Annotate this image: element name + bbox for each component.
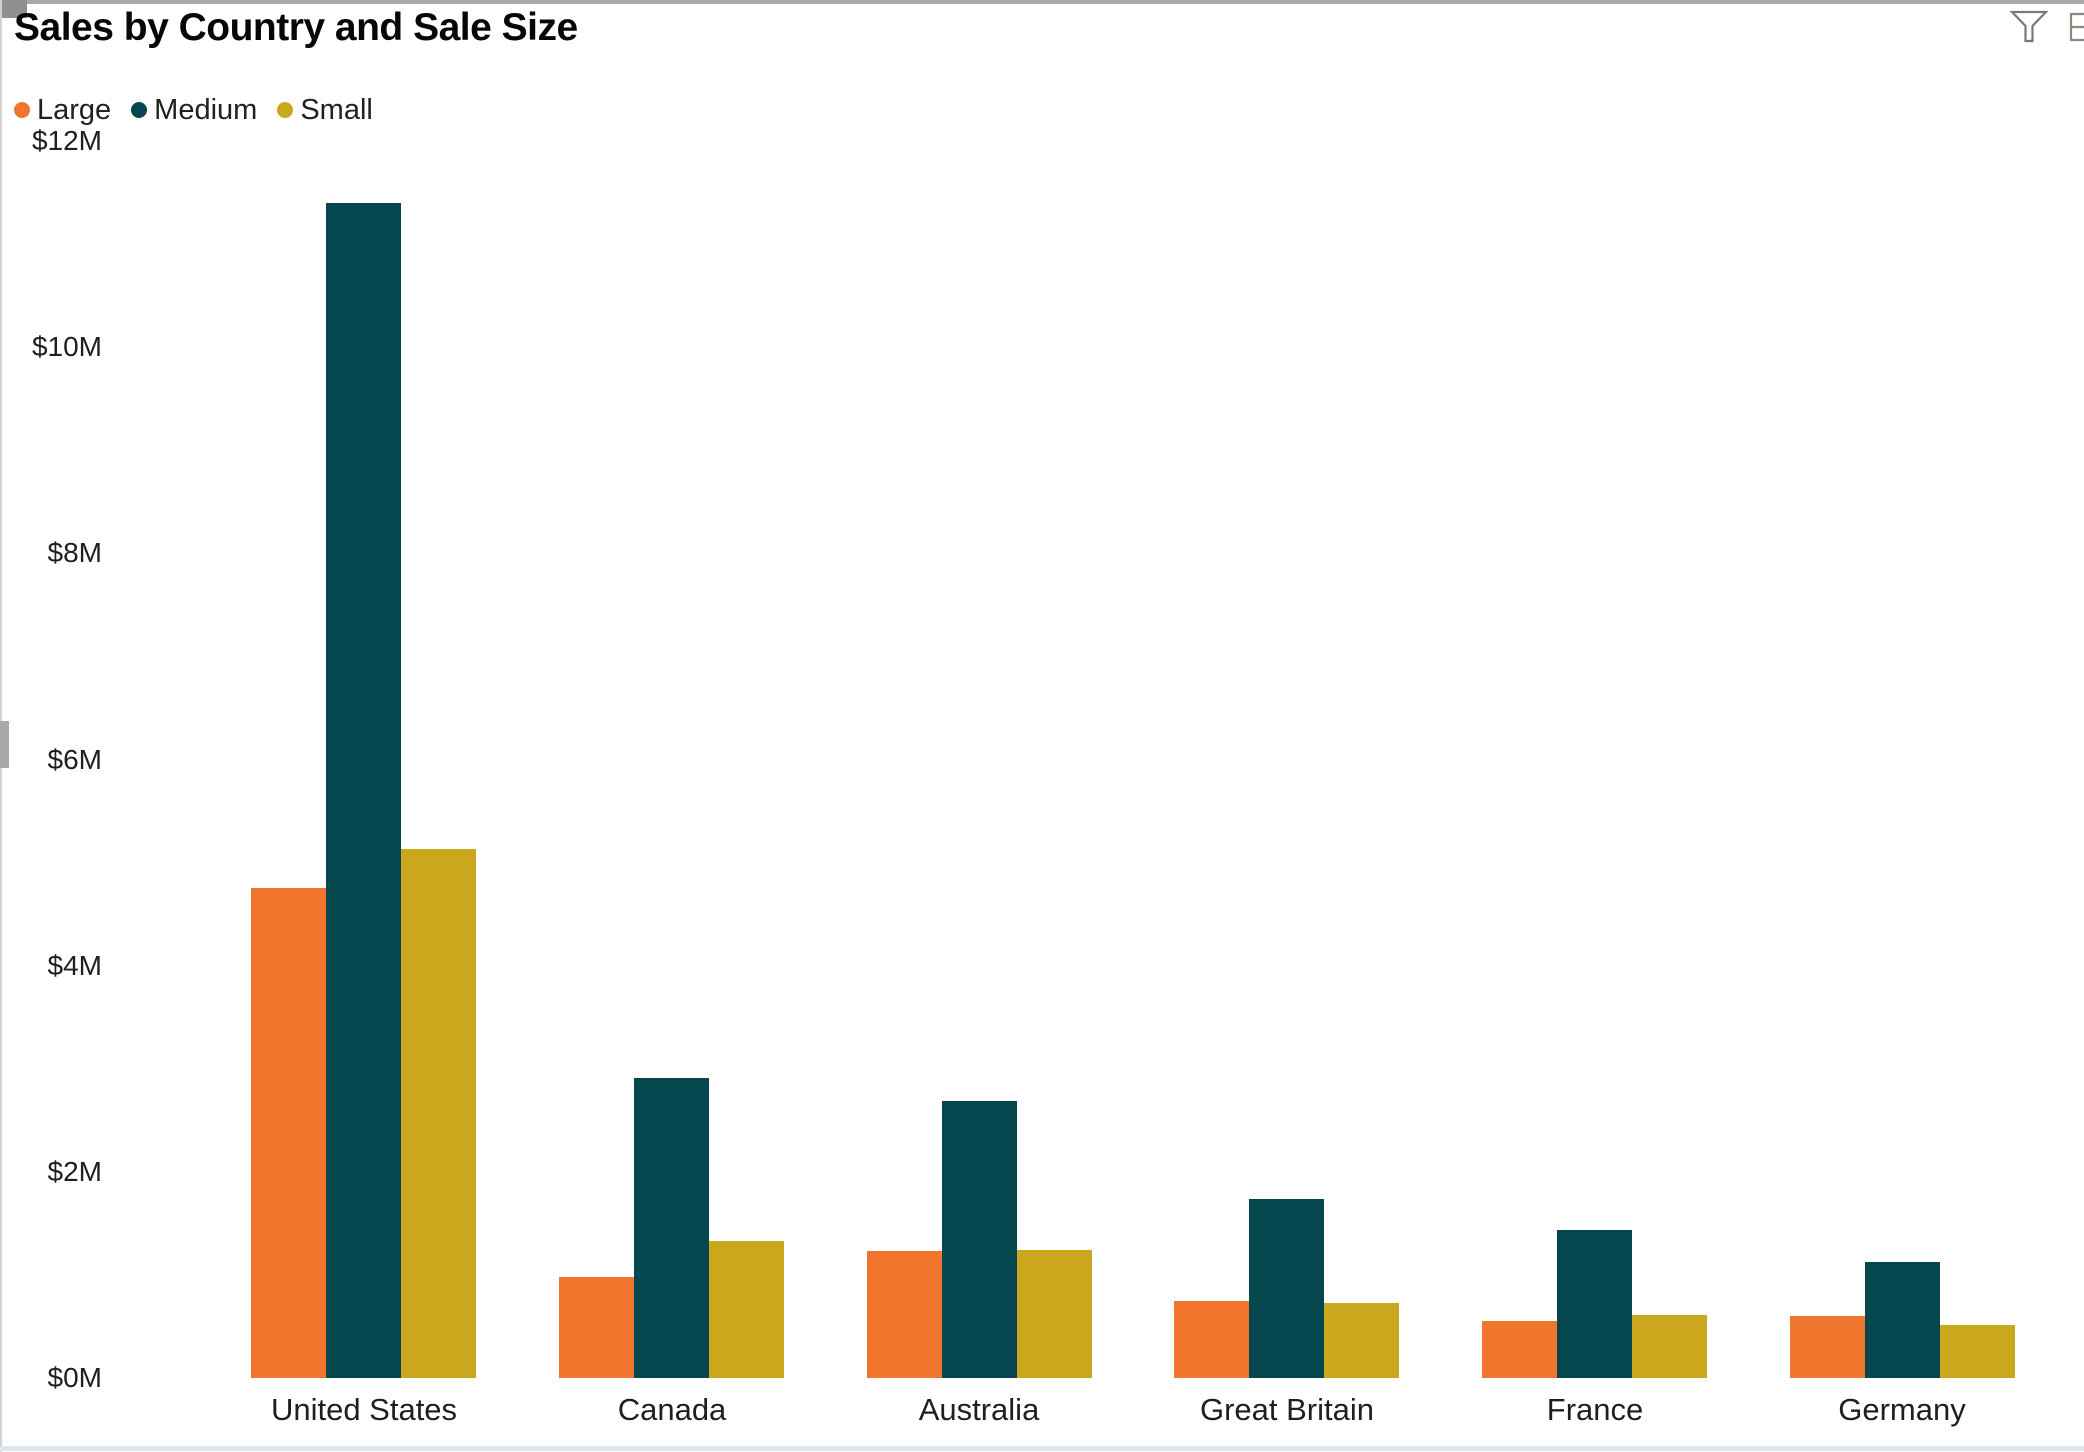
bar-great-britain-large[interactable]: [1174, 1301, 1249, 1378]
x-axis-category-label-great-britain: Great Britain: [1199, 1392, 1375, 1427]
filter-icon[interactable]: [2009, 10, 2049, 49]
legend-label: Large: [37, 93, 112, 126]
bar-france-small[interactable]: [1632, 1315, 1707, 1378]
bar-canada-large[interactable]: [559, 1277, 634, 1378]
vertical-scrollbar-thumb[interactable]: [0, 721, 9, 768]
bar-france-medium[interactable]: [1557, 1230, 1632, 1378]
legend-dot-large: [14, 102, 30, 118]
legend-dot-small: [277, 102, 294, 118]
legend-label: Small: [300, 93, 373, 126]
x-axis-category-label-canada: Canada: [617, 1392, 727, 1427]
bar-australia-small[interactable]: [1017, 1250, 1092, 1378]
y-axis-tick-label: $6M: [47, 743, 102, 775]
bar-great-britain-small[interactable]: [1324, 1303, 1399, 1378]
x-axis-category-label-germany: Germany: [1838, 1392, 1966, 1427]
legend-item-medium[interactable]: Medium: [131, 93, 258, 126]
clipped-panel-icon[interactable]: [2069, 11, 2084, 48]
top-scrollbar-track: [0, 0, 2084, 4]
legend: Large Medium Small: [14, 92, 373, 128]
y-axis-tick-label: $10M: [31, 331, 102, 363]
bar-germany-large[interactable]: [1790, 1316, 1865, 1378]
y-axis-tick-label: $8M: [47, 537, 102, 569]
bar-germany-small[interactable]: [1940, 1325, 2015, 1378]
legend-item-small[interactable]: Small: [277, 93, 373, 126]
bar-canada-small[interactable]: [709, 1241, 784, 1378]
y-axis-tick-label: $12M: [31, 125, 102, 156]
bar-australia-medium[interactable]: [942, 1101, 1017, 1378]
legend-item-large[interactable]: Large: [14, 93, 112, 126]
bar-canada-medium[interactable]: [634, 1078, 709, 1378]
y-axis-tick-label: $2M: [47, 1155, 102, 1187]
x-axis-category-label-france: France: [1546, 1392, 1644, 1427]
y-axis-tick-label: $4M: [47, 949, 102, 981]
visual-bottom-border: [0, 1446, 2084, 1451]
bar-france-large[interactable]: [1482, 1321, 1557, 1378]
y-axis-tick-label: $0M: [47, 1362, 102, 1393]
bar-great-britain-medium[interactable]: [1249, 1199, 1324, 1378]
x-axis-category-label-united-states: United States: [270, 1392, 458, 1427]
bar-australia-large[interactable]: [867, 1251, 942, 1378]
legend-dot-medium: [131, 102, 148, 118]
legend-label: Medium: [154, 93, 258, 126]
scrollbar-corner: [0, 0, 27, 18]
chart-title: Sales by Country and Sale Size: [14, 6, 578, 49]
x-axis-category-label-australia: Australia: [918, 1392, 1040, 1427]
bar-germany-medium[interactable]: [1865, 1262, 1940, 1378]
bar-united-states-large[interactable]: [251, 888, 326, 1378]
bar-united-states-small[interactable]: [401, 849, 476, 1378]
bar-united-states-medium[interactable]: [326, 203, 401, 1378]
